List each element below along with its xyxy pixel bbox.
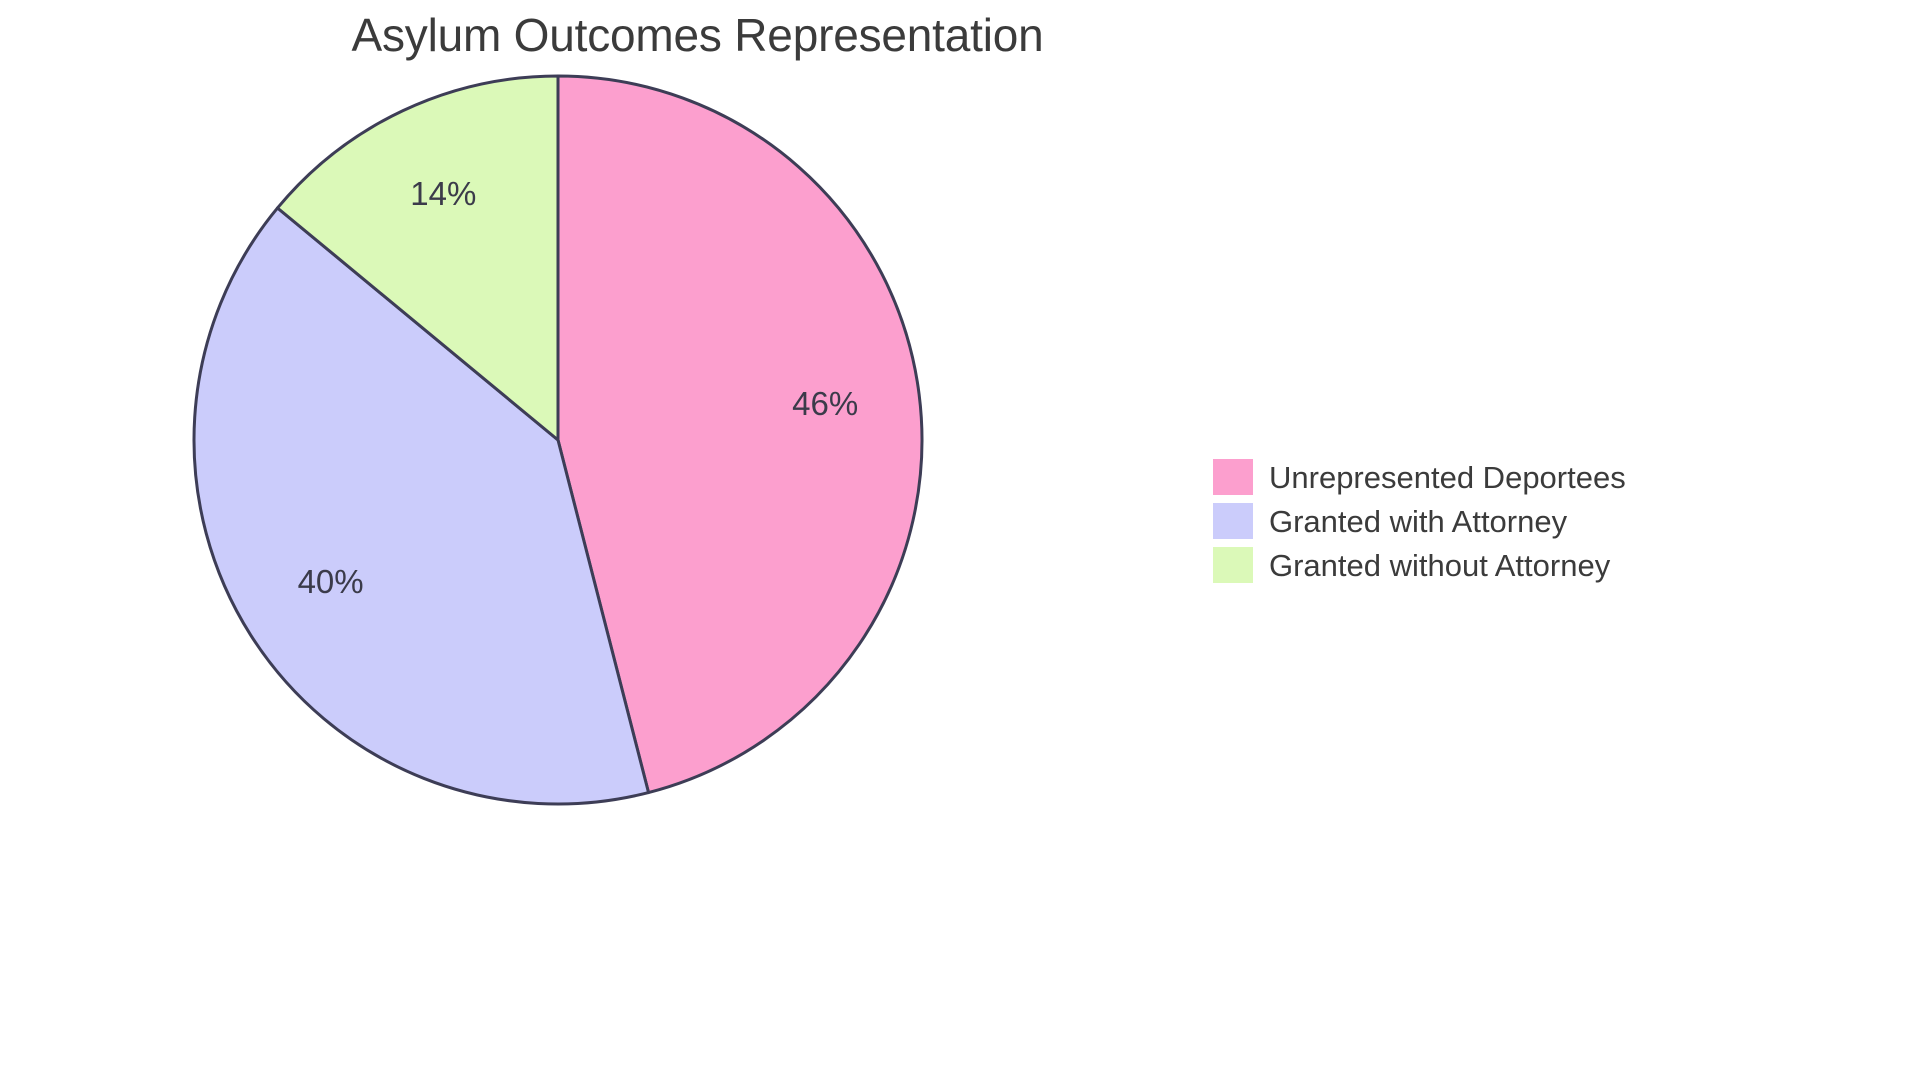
- legend-item[interactable]: Granted with Attorney: [1213, 503, 1626, 539]
- legend-color-swatch: [1213, 503, 1253, 539]
- legend-item[interactable]: Unrepresented Deportees: [1213, 459, 1626, 495]
- pie-slice-value-label: 40%: [298, 563, 364, 600]
- legend-item-label: Unrepresented Deportees: [1269, 459, 1626, 495]
- chart-legend: Unrepresented Deportees Granted with Atto…: [1213, 459, 1626, 583]
- legend-item-label: Granted without Attorney: [1269, 547, 1611, 583]
- legend-color-swatch: [1213, 547, 1253, 583]
- legend-color-swatch: [1213, 459, 1253, 495]
- legend-item[interactable]: Granted without Attorney: [1213, 547, 1626, 583]
- pie-slice-label-group: 46% 40% 14%: [298, 175, 859, 600]
- legend-item-label: Granted with Attorney: [1269, 503, 1568, 539]
- pie-slice-value-label: 14%: [410, 175, 476, 212]
- pie-chart-svg: 46% 40% 14%: [192, 74, 924, 806]
- pie-slice-value-label: 46%: [792, 385, 858, 422]
- pie-slice-group: [192, 74, 924, 806]
- chart-title: Asylum Outcomes Representation: [351, 9, 1044, 61]
- pie-slice[interactable]: [192, 206, 651, 806]
- pie-slice[interactable]: [556, 74, 924, 795]
- pie-chart-plot-area: 46% 40% 14%: [192, 74, 924, 806]
- pie-slice[interactable]: [276, 74, 560, 442]
